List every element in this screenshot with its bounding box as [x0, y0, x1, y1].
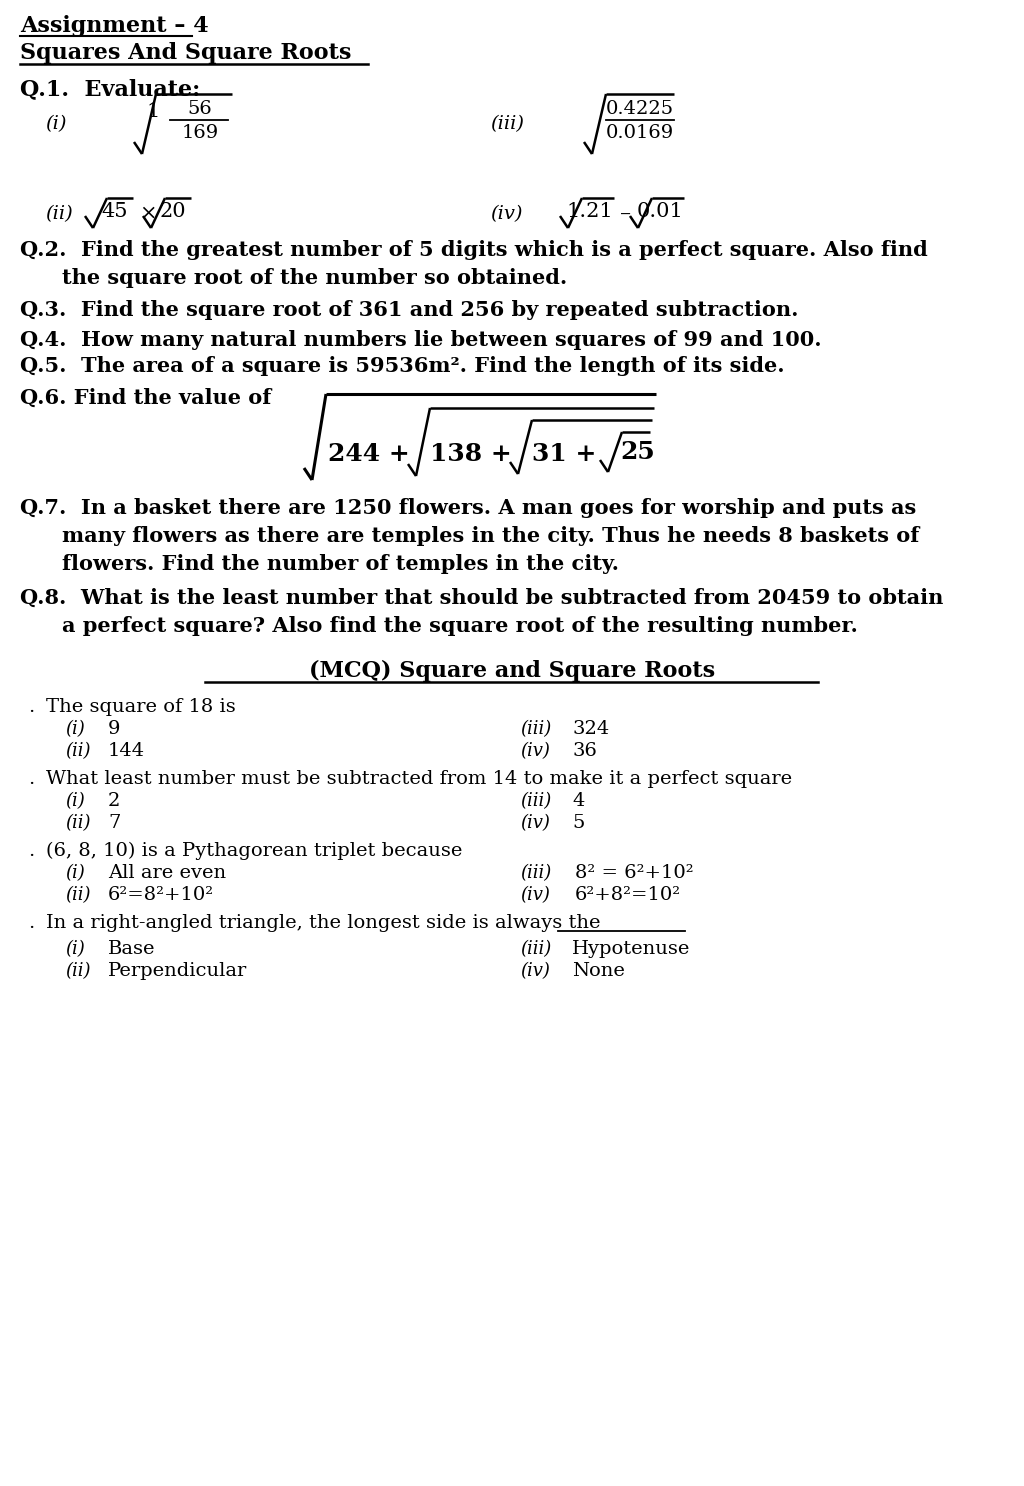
- Text: 9: 9: [108, 721, 121, 739]
- Text: 8² = 6²+10²: 8² = 6²+10²: [575, 863, 693, 883]
- Text: flowers. Find the number of temples in the city.: flowers. Find the number of temples in t…: [62, 554, 618, 574]
- Text: Squares And Square Roots: Squares And Square Roots: [20, 42, 351, 64]
- Text: (MCQ) Square and Square Roots: (MCQ) Square and Square Roots: [309, 660, 715, 682]
- Text: .: .: [28, 770, 34, 788]
- Text: 56: 56: [187, 100, 212, 117]
- Text: ×: ×: [139, 204, 157, 223]
- Text: Q.1.  Evaluate:: Q.1. Evaluate:: [20, 77, 201, 100]
- Text: (i): (i): [45, 114, 67, 134]
- Text: In a right-angled triangle, the longest side is always the: In a right-angled triangle, the longest …: [46, 914, 607, 932]
- Text: (iv): (iv): [520, 742, 550, 759]
- Text: 36: 36: [572, 742, 597, 759]
- Text: 138 +: 138 +: [430, 441, 512, 467]
- Text: 7: 7: [108, 814, 121, 832]
- Text: 169: 169: [181, 123, 219, 143]
- Text: 244 +: 244 +: [328, 441, 410, 467]
- Text: (i): (i): [65, 721, 85, 739]
- Text: None: None: [572, 961, 625, 979]
- Text: (ii): (ii): [65, 814, 90, 832]
- Text: 0.0169: 0.0169: [606, 123, 674, 143]
- Text: Q.6. Find the value of: Q.6. Find the value of: [20, 388, 271, 409]
- Text: .: .: [28, 843, 34, 860]
- Text: the square root of the number so obtained.: the square root of the number so obtaine…: [62, 267, 567, 288]
- Text: .: .: [28, 914, 34, 932]
- Text: –: –: [620, 204, 631, 226]
- Text: (i): (i): [65, 863, 85, 883]
- Text: (iv): (iv): [520, 886, 550, 903]
- Text: Perpendicular: Perpendicular: [108, 961, 247, 979]
- Text: 2: 2: [108, 792, 121, 810]
- Text: Q.2.  Find the greatest number of 5 digits which is a perfect square. Also find: Q.2. Find the greatest number of 5 digit…: [20, 241, 928, 260]
- Text: (ii): (ii): [65, 961, 90, 979]
- Text: (iv): (iv): [490, 205, 522, 223]
- Text: (i): (i): [65, 792, 85, 810]
- Text: 0.01: 0.01: [637, 202, 683, 221]
- Text: (iii): (iii): [520, 863, 551, 883]
- Text: .: .: [28, 698, 34, 716]
- Text: 5: 5: [572, 814, 585, 832]
- Text: a perfect square? Also find the square root of the resulting number.: a perfect square? Also find the square r…: [62, 617, 858, 636]
- Text: What least number must be subtracted from 14 to make it a perfect square: What least number must be subtracted fro…: [46, 770, 793, 788]
- Text: 4: 4: [572, 792, 585, 810]
- Text: Hypotenuse: Hypotenuse: [572, 941, 690, 958]
- Text: 144: 144: [108, 742, 145, 759]
- Text: (iii): (iii): [520, 941, 551, 958]
- Text: 6²+8²=10²: 6²+8²=10²: [575, 886, 681, 903]
- Text: The square of 18 is: The square of 18 is: [46, 698, 236, 716]
- Text: 31 +: 31 +: [532, 441, 596, 467]
- Text: 6²=8²+10²: 6²=8²+10²: [108, 886, 214, 903]
- Text: 1: 1: [146, 103, 160, 120]
- Text: 25: 25: [620, 440, 654, 464]
- Text: (i): (i): [65, 941, 85, 958]
- Text: (iv): (iv): [520, 814, 550, 832]
- Text: (iii): (iii): [520, 721, 551, 739]
- Text: (ii): (ii): [45, 205, 73, 223]
- Text: (iii): (iii): [520, 792, 551, 810]
- Text: 20: 20: [160, 202, 186, 221]
- Text: (ii): (ii): [65, 742, 90, 759]
- Text: 1.21: 1.21: [566, 202, 613, 221]
- Text: Q.4.  How many natural numbers lie between squares of 99 and 100.: Q.4. How many natural numbers lie betwee…: [20, 330, 821, 351]
- Text: 45: 45: [101, 202, 128, 221]
- Text: (iv): (iv): [520, 961, 550, 979]
- Text: 324: 324: [572, 721, 609, 739]
- Text: Q.7.  In a basket there are 1250 flowers. A man goes for worship and puts as: Q.7. In a basket there are 1250 flowers.…: [20, 498, 916, 519]
- Text: (ii): (ii): [65, 886, 90, 903]
- Text: Q.3.  Find the square root of 361 and 256 by repeated subtraction.: Q.3. Find the square root of 361 and 256…: [20, 300, 799, 319]
- Text: Q.8.  What is the least number that should be subtracted from 20459 to obtain: Q.8. What is the least number that shoul…: [20, 588, 943, 608]
- Text: All are even: All are even: [108, 863, 226, 883]
- Text: Assignment – 4: Assignment – 4: [20, 15, 209, 37]
- Text: Base: Base: [108, 941, 156, 958]
- Text: Q.5.  The area of a square is 59536m². Find the length of its side.: Q.5. The area of a square is 59536m². Fi…: [20, 357, 784, 376]
- Text: many flowers as there are temples in the city. Thus he needs 8 baskets of: many flowers as there are temples in the…: [62, 526, 920, 545]
- Text: (iii): (iii): [490, 114, 524, 134]
- Text: 0.4225: 0.4225: [606, 100, 674, 117]
- Text: (6, 8, 10) is a Pythagorean triplet because: (6, 8, 10) is a Pythagorean triplet beca…: [46, 843, 463, 860]
